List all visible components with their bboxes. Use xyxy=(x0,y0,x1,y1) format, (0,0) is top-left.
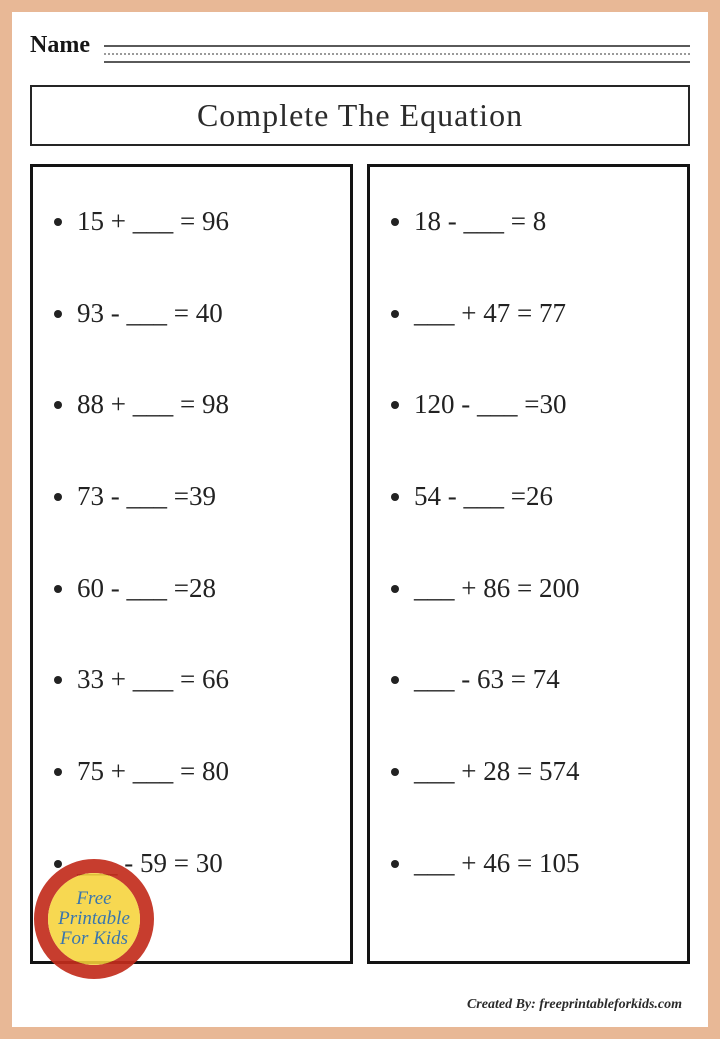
equation-item: 93 - ___ = 40 xyxy=(77,299,336,329)
equation-item: ___ + 47 = 77 xyxy=(414,299,673,329)
worksheet-title: Complete The Equation xyxy=(38,97,682,134)
left-column: 15 + ___ = 96 93 - ___ = 40 88 + ___ = 9… xyxy=(30,164,353,964)
watermark-text-3: For Kids xyxy=(60,929,128,949)
equation-item: 18 - ___ = 8 xyxy=(414,207,673,237)
right-column: 18 - ___ = 8 ___ + 47 = 77 120 - ___ =30… xyxy=(367,164,690,964)
name-writing-lines xyxy=(104,45,690,63)
footer-credit: Created By: freeprintableforkids.com xyxy=(467,997,682,1013)
watermark-badge: Free Printable For Kids xyxy=(34,859,154,979)
equation-item: 54 - ___ =26 xyxy=(414,482,673,512)
watermark-text-2: Printable xyxy=(58,909,130,929)
title-box: Complete The Equation xyxy=(30,85,690,146)
equation-item: 120 - ___ =30 xyxy=(414,390,673,420)
equation-item: 75 + ___ = 80 xyxy=(77,757,336,787)
name-line-top xyxy=(104,45,690,47)
equation-item: 73 - ___ =39 xyxy=(77,482,336,512)
equation-item: ___ + 46 = 105 xyxy=(414,849,673,879)
equation-list-left: 15 + ___ = 96 93 - ___ = 40 88 + ___ = 9… xyxy=(57,207,336,879)
name-label: Name xyxy=(30,32,90,63)
equation-item: 88 + ___ = 98 xyxy=(77,390,336,420)
equation-item: ___ + 28 = 574 xyxy=(414,757,673,787)
equation-list-right: 18 - ___ = 8 ___ + 47 = 77 120 - ___ =30… xyxy=(394,207,673,879)
equation-item: ___ - 63 = 74 xyxy=(414,665,673,695)
name-row: Name xyxy=(30,32,690,63)
equation-item: 33 + ___ = 66 xyxy=(77,665,336,695)
watermark-inner: Free Printable For Kids xyxy=(48,873,140,965)
equation-item: 15 + ___ = 96 xyxy=(77,207,336,237)
worksheet-page: Name Complete The Equation 15 + ___ = 96… xyxy=(12,12,708,1027)
equation-item: 60 - ___ =28 xyxy=(77,574,336,604)
columns-container: 15 + ___ = 96 93 - ___ = 40 88 + ___ = 9… xyxy=(30,164,690,964)
watermark-text-1: Free xyxy=(76,889,111,909)
equation-item: ___ + 86 = 200 xyxy=(414,574,673,604)
name-line-mid xyxy=(104,53,690,55)
name-line-bottom xyxy=(104,61,690,63)
